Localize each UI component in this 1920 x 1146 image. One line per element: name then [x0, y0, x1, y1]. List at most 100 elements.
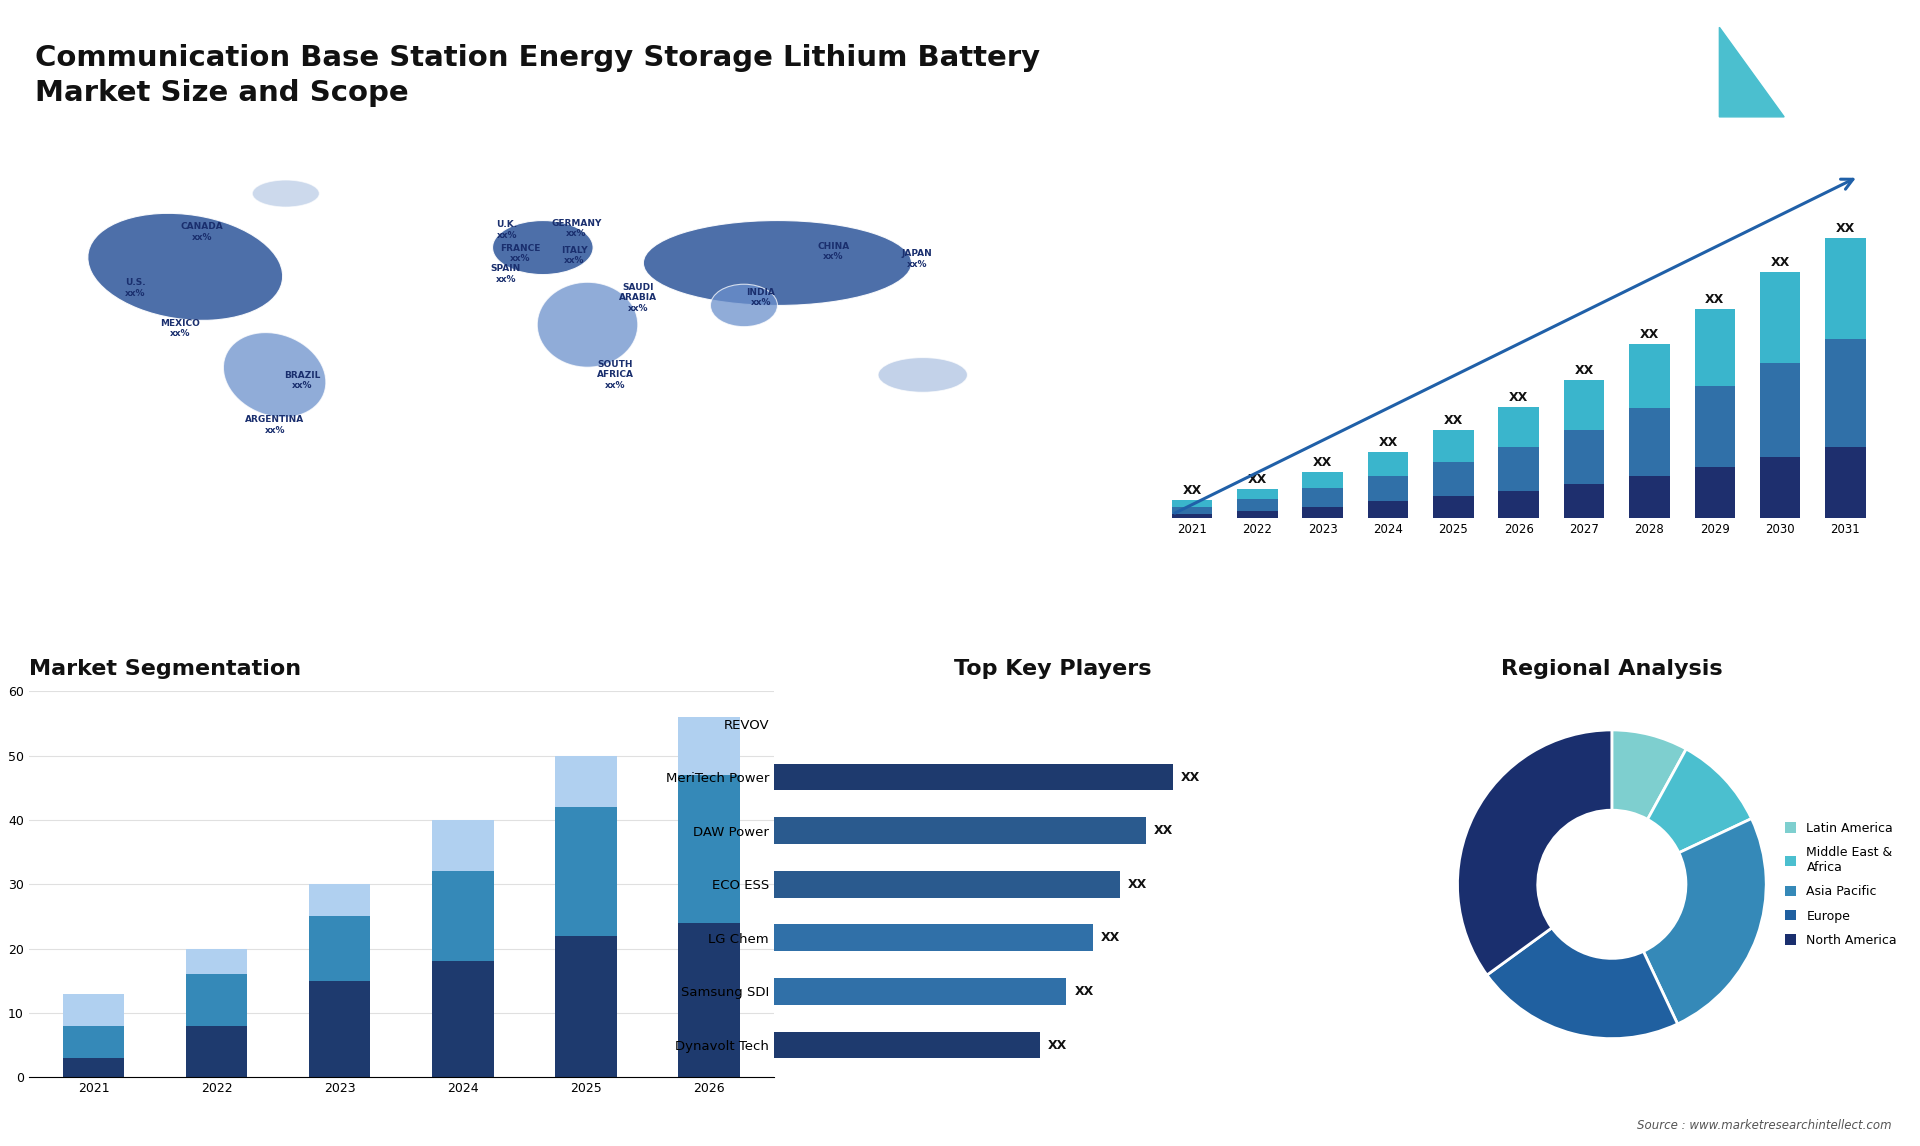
Title: Top Key Players: Top Key Players [954, 659, 1152, 678]
Text: INDIA
xx%: INDIA xx% [747, 288, 776, 307]
Bar [1563, 430, 1605, 484]
Bar [555, 936, 616, 1077]
Bar [432, 821, 493, 871]
Bar [1695, 468, 1736, 518]
Text: XX: XX [1075, 984, 1094, 998]
Bar [1302, 471, 1342, 488]
Ellipse shape [877, 358, 968, 392]
Text: XX: XX [1705, 293, 1724, 306]
Bar [432, 961, 493, 1077]
Bar [63, 994, 125, 1026]
Ellipse shape [88, 213, 282, 321]
Bar [1236, 500, 1277, 511]
Legend: Latin America, Middle East &
Africa, Asia Pacific, Europe, North America: Latin America, Middle East & Africa, Asi… [1780, 817, 1903, 952]
Bar [1563, 484, 1605, 518]
Bar [1367, 452, 1407, 476]
Bar [1236, 511, 1277, 518]
Bar [1498, 407, 1540, 447]
Bar [1171, 507, 1212, 513]
Bar [1236, 489, 1277, 500]
Text: SPAIN
xx%: SPAIN xx% [492, 264, 520, 283]
Bar [186, 974, 248, 1026]
Text: MEXICO
xx%: MEXICO xx% [159, 319, 200, 338]
Text: ARGENTINA
xx%: ARGENTINA xx% [246, 415, 303, 434]
Bar [1826, 447, 1866, 518]
Text: SOUTH
AFRICA
xx%: SOUTH AFRICA xx% [597, 360, 634, 390]
Text: XX: XX [1181, 770, 1200, 784]
Bar [63, 1026, 125, 1058]
Text: XX: XX [1100, 932, 1119, 944]
Text: XX: XX [1444, 415, 1463, 427]
Bar [1302, 507, 1342, 518]
Text: XX: XX [1379, 437, 1398, 449]
Bar [186, 1026, 248, 1077]
Bar [1826, 339, 1866, 447]
Text: U.S.
xx%: U.S. xx% [125, 278, 146, 298]
Text: XX: XX [1127, 878, 1146, 890]
Text: XX: XX [1509, 391, 1528, 403]
Text: XX: XX [1770, 256, 1789, 269]
Bar [1367, 501, 1407, 518]
Text: XX: XX [1048, 1038, 1068, 1052]
Text: XX: XX [1836, 222, 1855, 235]
Bar [774, 871, 1119, 897]
Ellipse shape [252, 180, 319, 207]
Text: GERMANY
xx%: GERMANY xx% [551, 219, 601, 238]
Polygon shape [1655, 28, 1720, 117]
Bar [678, 717, 739, 775]
Bar [1695, 308, 1736, 386]
Bar [678, 923, 739, 1077]
Bar [1498, 490, 1540, 518]
Text: ITALY
xx%: ITALY xx% [561, 245, 588, 265]
Bar [1630, 408, 1670, 476]
Bar [1302, 488, 1342, 507]
Bar [63, 1058, 125, 1077]
Text: Source : www.marketresearchintellect.com: Source : www.marketresearchintellect.com [1636, 1120, 1891, 1132]
Bar [186, 949, 248, 974]
Text: JAPAN
xx%: JAPAN xx% [902, 250, 933, 269]
Bar [1826, 238, 1866, 339]
Bar [1432, 462, 1475, 496]
Bar [774, 925, 1092, 951]
Bar [678, 775, 739, 923]
Bar [309, 917, 371, 981]
Legend: Type, Application, Geography: Type, Application, Geography [803, 706, 916, 784]
Text: MARKET
RESEARCH
INTELLECT: MARKET RESEARCH INTELLECT [1803, 53, 1864, 91]
Bar [1171, 513, 1212, 518]
Text: BRAZIL
xx%: BRAZIL xx% [284, 371, 321, 391]
Text: SAUDI
ARABIA
xx%: SAUDI ARABIA xx% [618, 283, 657, 313]
Bar [1761, 272, 1801, 362]
Wedge shape [1611, 730, 1686, 819]
Ellipse shape [493, 220, 593, 275]
Ellipse shape [710, 284, 778, 327]
Text: U.K.
xx%: U.K. xx% [497, 220, 518, 240]
Bar [309, 885, 371, 917]
Wedge shape [1457, 730, 1613, 975]
Ellipse shape [223, 332, 326, 417]
Text: Market Segmentation: Market Segmentation [29, 659, 301, 678]
Ellipse shape [643, 220, 912, 306]
Text: XX: XX [1183, 485, 1202, 497]
Bar [432, 871, 493, 961]
Bar [1695, 386, 1736, 468]
Ellipse shape [538, 282, 637, 367]
Bar [774, 817, 1146, 845]
Text: CANADA
xx%: CANADA xx% [180, 222, 223, 242]
Bar [309, 981, 371, 1077]
Wedge shape [1486, 928, 1678, 1038]
Wedge shape [1647, 749, 1751, 853]
Bar [1432, 496, 1475, 518]
Text: FRANCE
xx%: FRANCE xx% [501, 244, 541, 264]
Bar [555, 807, 616, 936]
Bar [774, 763, 1173, 791]
Text: CHINA
xx%: CHINA xx% [818, 242, 849, 261]
Bar [1630, 344, 1670, 408]
Bar [1367, 476, 1407, 501]
Text: XX: XX [1574, 364, 1594, 377]
Bar [555, 755, 616, 807]
Title: Regional Analysis: Regional Analysis [1501, 659, 1722, 678]
Bar [1761, 362, 1801, 457]
Bar [774, 978, 1066, 1005]
Bar [1563, 379, 1605, 430]
Polygon shape [1720, 28, 1784, 117]
